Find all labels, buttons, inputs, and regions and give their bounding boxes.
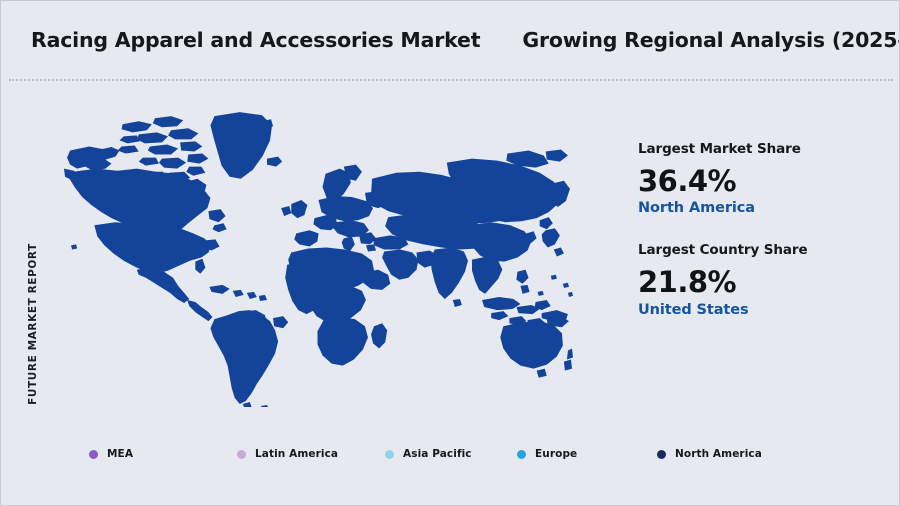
legend-item-latin-america[interactable]: Latin America [237,448,385,460]
world-map-landmass [64,112,573,407]
stat-region: North America [638,200,755,217]
page-subtitle: Growing Regional Analysis (2025–2032) [522,28,899,52]
legend-item-label: Latin America [255,448,339,460]
world-map-svg [64,112,573,407]
legend-dot-icon [517,449,526,459]
header: Racing Apparel and Accessories Market Gr… [1,1,899,79]
legend-dot-icon [89,449,98,459]
brand-watermark: FUTURE MARKET REPORT [25,229,41,419]
stat-value: 36.4% [638,164,737,198]
legend-dot-icon [237,449,246,459]
legend-item-europe[interactable]: Europe [517,448,657,460]
header-divider [9,79,893,81]
legend-item-north-america[interactable]: North America [657,448,762,460]
legend-dot-icon [657,449,666,459]
map-legend: MEA Latin America Asia Pacific Europe No… [89,448,789,460]
stat-largest-country-share: Largest Country Share 21.8% United State… [638,242,888,317]
legend-dot-icon [385,449,394,459]
legend-item-label: MEA [107,448,134,460]
stat-label: Largest Country Share [638,242,808,259]
legend-item-asia-pacific[interactable]: Asia Pacific [385,448,517,460]
legend-item-label: Europe [535,448,578,460]
legend-item-mea[interactable]: MEA [89,448,237,460]
stat-largest-market-share: Largest Market Share 36.4% North America [638,141,888,216]
page-title: Racing Apparel and Accessories Market [31,28,481,52]
world-map [63,97,573,407]
stat-region: United States [638,301,749,318]
stats-panel: Largest Market Share 36.4% North America… [638,141,888,344]
legend-item-label: Asia Pacific [403,448,472,460]
stat-label: Largest Market Share [638,141,801,157]
legend-item-label: North America [675,448,762,460]
stat-value: 21.8% [638,265,737,300]
brand-label: FUTURE MARKET REPORT [27,243,39,405]
